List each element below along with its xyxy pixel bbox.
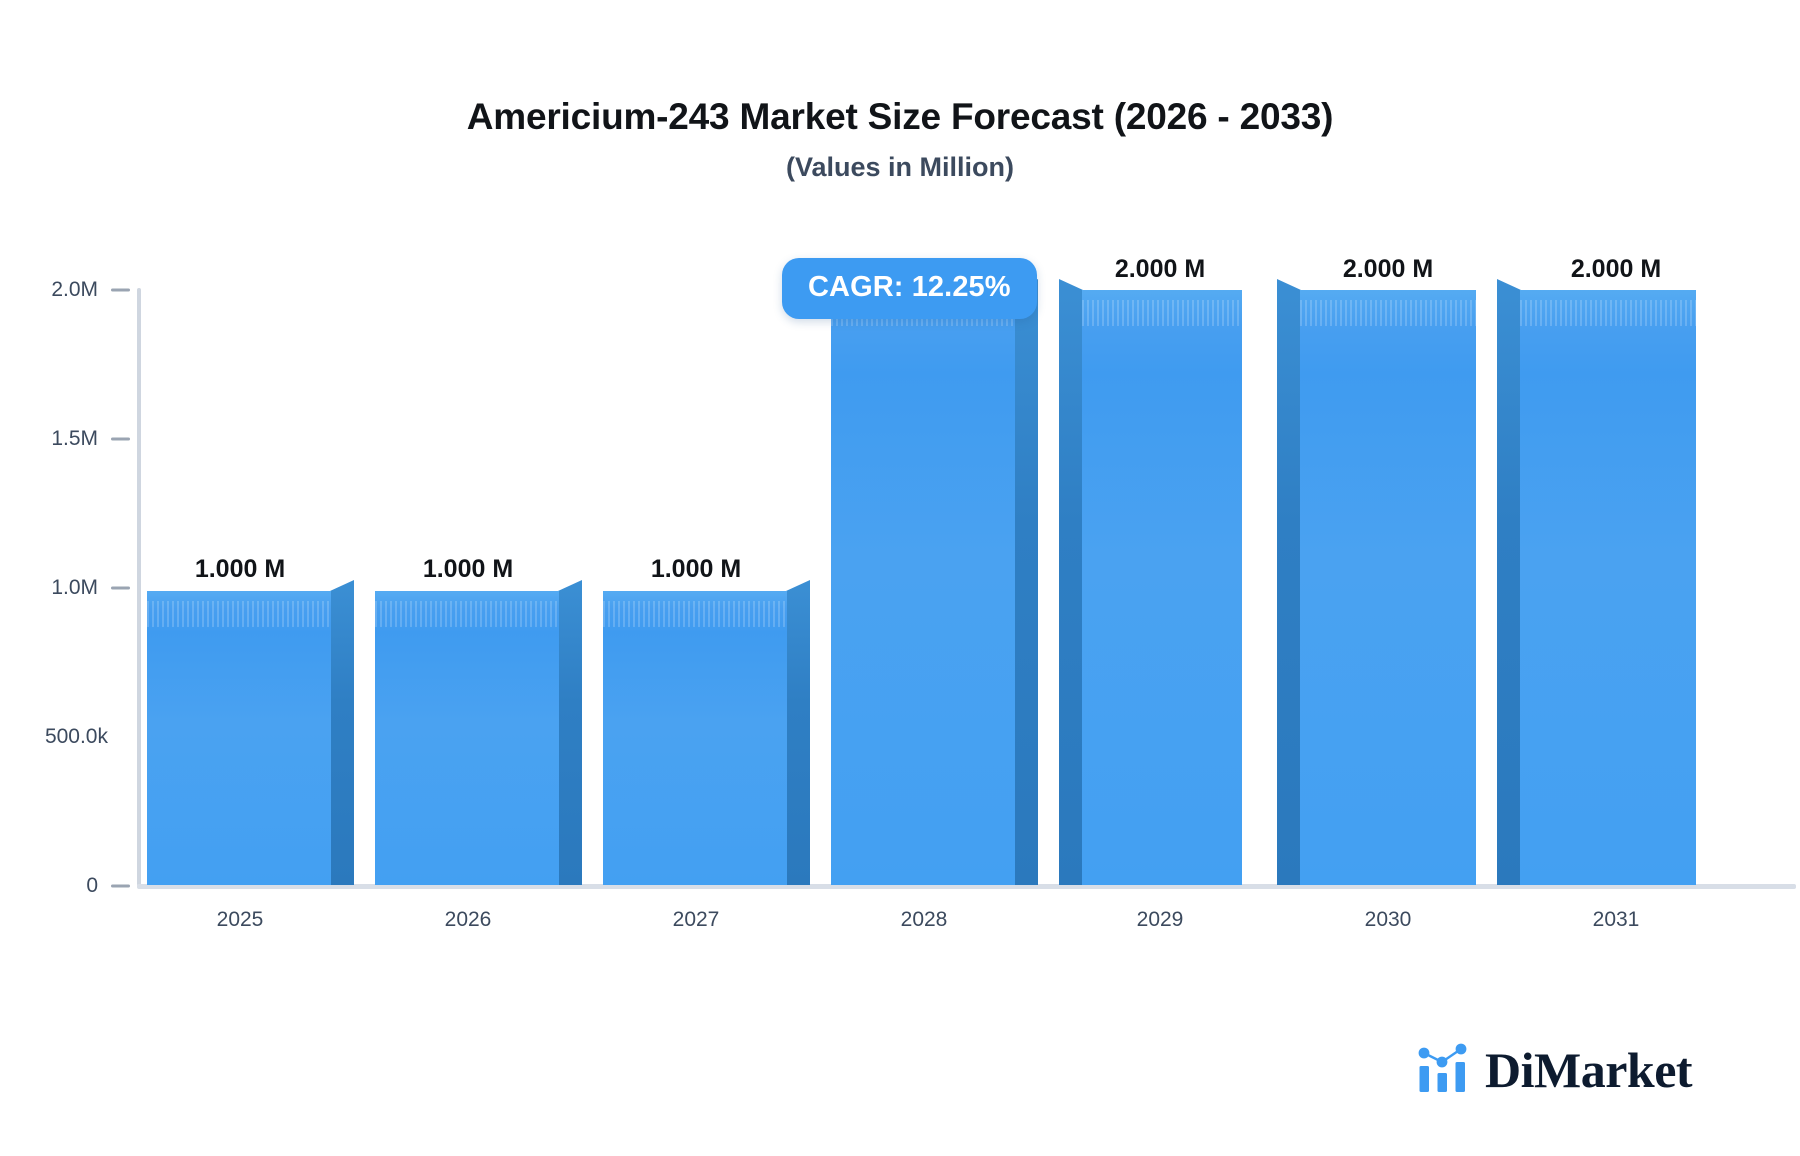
x-tick-label-2031: 2031 <box>1592 908 1640 931</box>
bar-side-2031 <box>1497 279 1521 885</box>
bar-2030[interactable] <box>1300 290 1476 885</box>
brand-name: DiMarket <box>1485 1041 1693 1098</box>
x-tick-label-2029: 2029 <box>1136 908 1184 931</box>
x-tick-label-2027: 2027 <box>672 908 720 931</box>
y-tick-mark-1-5m <box>111 437 130 441</box>
bar-2029[interactable] <box>1082 290 1242 885</box>
bar-2028[interactable] <box>831 290 1015 885</box>
x-tick-label-2025: 2025 <box>216 908 264 931</box>
y-tick-mark-2-0m <box>111 288 130 292</box>
x-tick-label-2026: 2026 <box>444 908 492 931</box>
y-tick-mark-0 <box>111 884 130 888</box>
chart-header: Americium-243 Market Size Forecast (2026… <box>0 96 1800 183</box>
x-tick-label-2028: 2028 <box>900 908 948 931</box>
bar-2027[interactable] <box>603 591 787 885</box>
y-axis-line <box>137 288 141 886</box>
chart-subtitle: (Values in Million) <box>785 151 1015 182</box>
bar-value-2027: 1.000 M <box>650 555 742 583</box>
page-title: Americium-243 Market Size Forecast (2026… <box>466 96 1334 137</box>
bar-2026[interactable] <box>375 591 559 885</box>
brand-logo: DiMarket <box>1417 1040 1693 1099</box>
bar-value-2030: 2.000 M <box>1342 255 1434 283</box>
y-tick-label-2-0m: 2.0M <box>51 278 98 301</box>
y-tick-label-500-0k: 500.0k <box>44 725 108 748</box>
bar-2025[interactable] <box>147 591 331 885</box>
bar-chart-logo-icon <box>1417 1040 1469 1099</box>
bar-side-2030 <box>1277 279 1301 885</box>
bar-side-2027 <box>786 580 810 885</box>
bar-side-2029 <box>1059 279 1083 885</box>
bar-value-2031: 2.000 M <box>1570 255 1662 283</box>
bar-side-2025 <box>330 580 354 885</box>
y-tick-label-0: 0 <box>86 874 98 897</box>
x-tick-label-2030: 2030 <box>1364 908 1412 931</box>
bar-side-2026 <box>558 580 582 885</box>
x-axis-line <box>137 884 1796 889</box>
bar-side-2028 <box>1014 279 1038 885</box>
bar-value-2026: 1.000 M <box>422 555 514 583</box>
bar-value-2029: 2.000 M <box>1114 255 1206 283</box>
y-tick-mark-1-0m <box>111 586 130 590</box>
bar-2031[interactable] <box>1520 290 1696 885</box>
bar-value-2025: 1.000 M <box>194 555 286 583</box>
y-tick-label-1-5m: 1.5M <box>51 427 98 450</box>
cagr-badge[interactable]: CAGR: 12.25% <box>782 258 1037 319</box>
y-tick-label-1-0m: 1.0M <box>51 576 98 599</box>
